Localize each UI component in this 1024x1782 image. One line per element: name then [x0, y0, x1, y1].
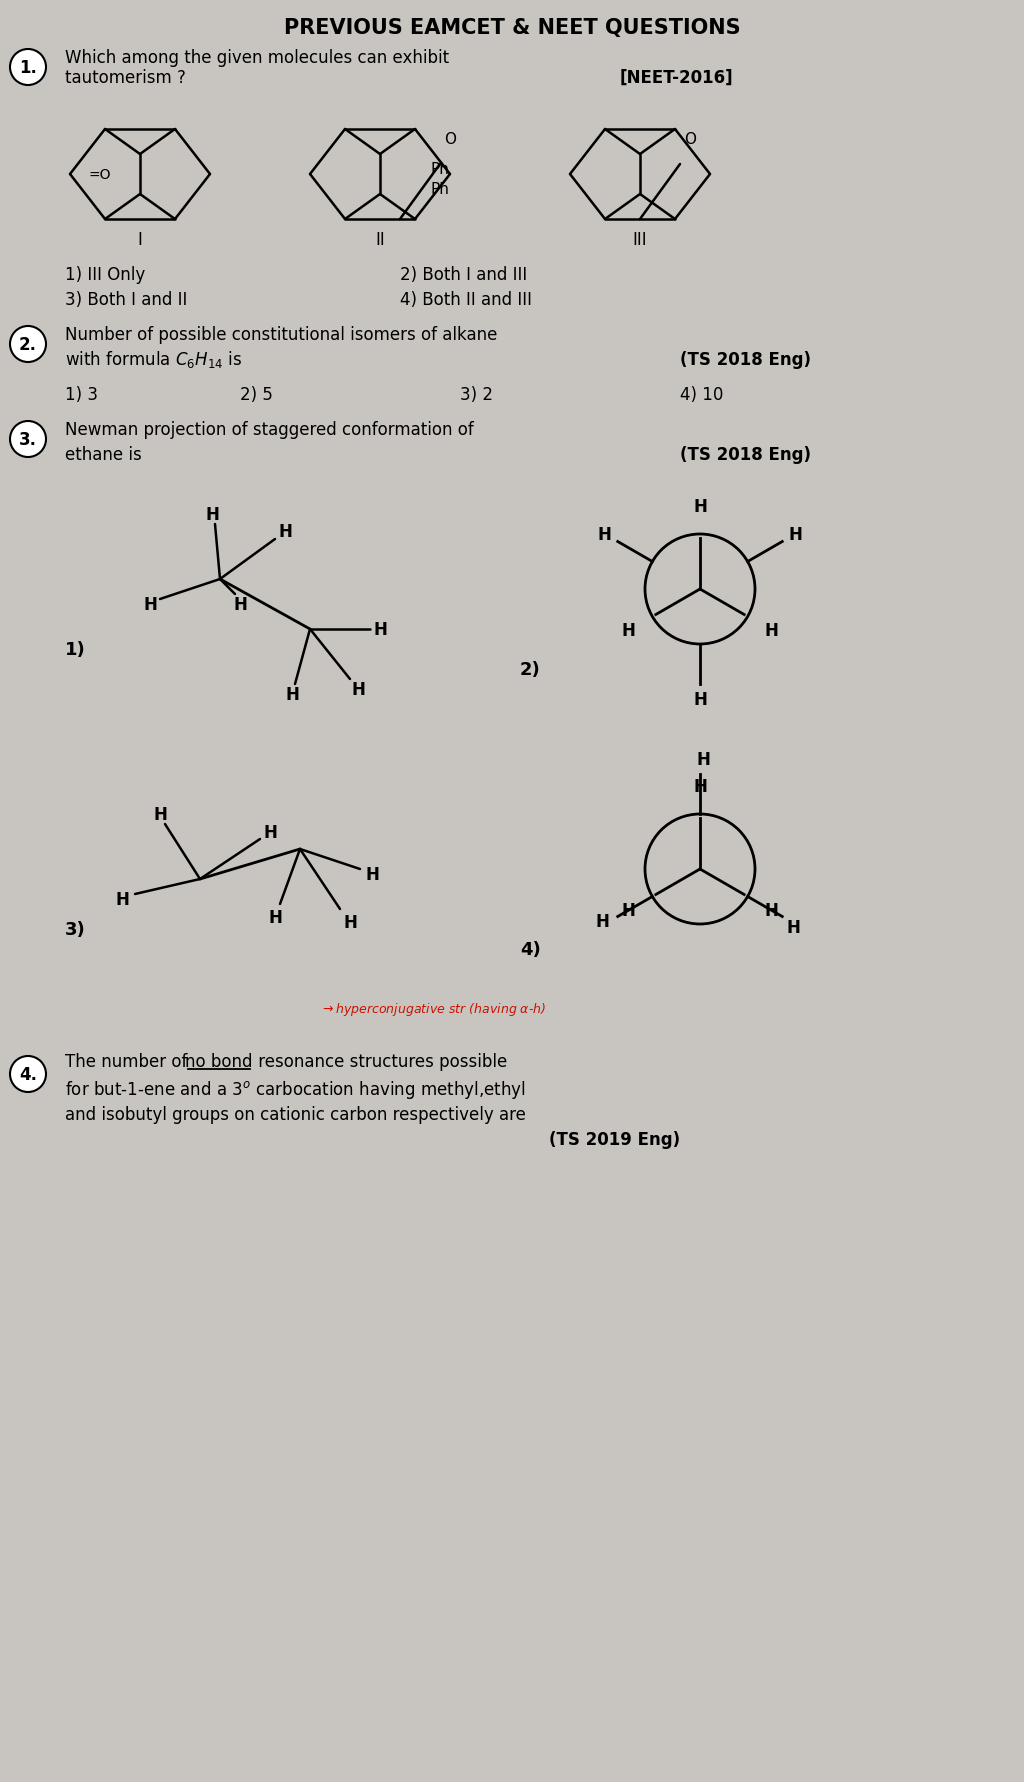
Text: H: H	[788, 526, 802, 544]
Text: 1): 1)	[65, 642, 86, 659]
Text: H: H	[786, 920, 800, 937]
Text: 3): 3)	[65, 921, 86, 939]
Text: 1.: 1.	[19, 59, 37, 77]
Text: with formula $C_6H_{14}$ is: with formula $C_6H_{14}$ is	[65, 349, 243, 371]
Text: 1) 3: 1) 3	[65, 385, 98, 405]
Text: =O: =O	[89, 168, 112, 182]
Text: H: H	[205, 506, 219, 524]
Text: H: H	[693, 497, 707, 515]
Text: 3) Both I and II: 3) Both I and II	[65, 290, 187, 308]
Text: II: II	[375, 232, 385, 249]
Text: III: III	[633, 232, 647, 249]
Text: H: H	[693, 691, 707, 709]
Text: 2) Both I and III: 2) Both I and III	[400, 266, 527, 283]
Circle shape	[10, 326, 46, 364]
Text: 4) Both II and III: 4) Both II and III	[400, 290, 532, 308]
Text: resonance structures possible: resonance structures possible	[253, 1053, 507, 1071]
Text: The number of: The number of	[65, 1053, 193, 1071]
Text: H: H	[143, 595, 157, 613]
Text: 2.: 2.	[19, 335, 37, 355]
Text: H: H	[366, 866, 379, 884]
Text: [NEET-2016]: [NEET-2016]	[620, 69, 733, 87]
Text: (TS 2018 Eng): (TS 2018 Eng)	[680, 446, 811, 463]
Text: H: H	[268, 909, 282, 927]
Text: (TS 2018 Eng): (TS 2018 Eng)	[680, 351, 811, 369]
Text: O: O	[684, 132, 696, 148]
Text: (TS 2019 Eng): (TS 2019 Eng)	[549, 1130, 680, 1148]
Circle shape	[10, 1057, 46, 1092]
Text: Ph: Ph	[430, 182, 449, 198]
Text: H: H	[765, 622, 779, 640]
Text: and isobutyl groups on cationic carbon respectively are: and isobutyl groups on cationic carbon r…	[65, 1105, 526, 1123]
Text: for but-1-ene and a $3^o$ carbocation having methyl,ethyl: for but-1-ene and a $3^o$ carbocation ha…	[65, 1078, 525, 1099]
Text: H: H	[622, 902, 635, 920]
Text: PREVIOUS EAMCET & NEET QUESTIONS: PREVIOUS EAMCET & NEET QUESTIONS	[284, 18, 740, 37]
Text: Newman projection of staggered conformation of: Newman projection of staggered conformat…	[65, 421, 474, 438]
Text: H: H	[693, 777, 707, 795]
Text: H: H	[351, 681, 365, 699]
Text: H: H	[279, 522, 292, 540]
Text: Which among the given molecules can exhibit: Which among the given molecules can exhi…	[65, 48, 450, 68]
Text: 3) 2: 3) 2	[460, 385, 493, 405]
Text: 1) III Only: 1) III Only	[65, 266, 145, 283]
Text: H: H	[285, 686, 299, 704]
Text: 4): 4)	[520, 941, 541, 959]
Text: 2) 5: 2) 5	[240, 385, 272, 405]
Text: H: H	[765, 902, 779, 920]
Text: H: H	[153, 805, 167, 823]
Text: tautomerism ?: tautomerism ?	[65, 69, 186, 87]
Text: H: H	[343, 914, 357, 932]
Circle shape	[10, 50, 46, 86]
Text: H: H	[373, 620, 387, 638]
Text: I: I	[137, 232, 142, 249]
Text: $\rightarrow$hyperconjugative str (having $\alpha$-h): $\rightarrow$hyperconjugative str (havin…	[319, 1001, 546, 1018]
Text: Ph: Ph	[430, 162, 449, 178]
Text: H: H	[115, 891, 129, 909]
Text: no bond: no bond	[185, 1053, 253, 1071]
Text: H: H	[697, 750, 711, 768]
Text: ethane is: ethane is	[65, 446, 141, 463]
Text: 3.: 3.	[19, 431, 37, 449]
Text: H: H	[622, 622, 635, 640]
Circle shape	[10, 422, 46, 458]
Text: H: H	[263, 823, 276, 841]
Text: 4) 10: 4) 10	[680, 385, 723, 405]
Text: O: O	[444, 132, 456, 148]
Text: H: H	[596, 912, 610, 930]
Text: Number of possible constitutional isomers of alkane: Number of possible constitutional isomer…	[65, 326, 498, 344]
Text: H: H	[233, 595, 247, 613]
Text: 2): 2)	[520, 661, 541, 679]
Text: H: H	[598, 526, 611, 544]
Text: 4.: 4.	[19, 1066, 37, 1083]
